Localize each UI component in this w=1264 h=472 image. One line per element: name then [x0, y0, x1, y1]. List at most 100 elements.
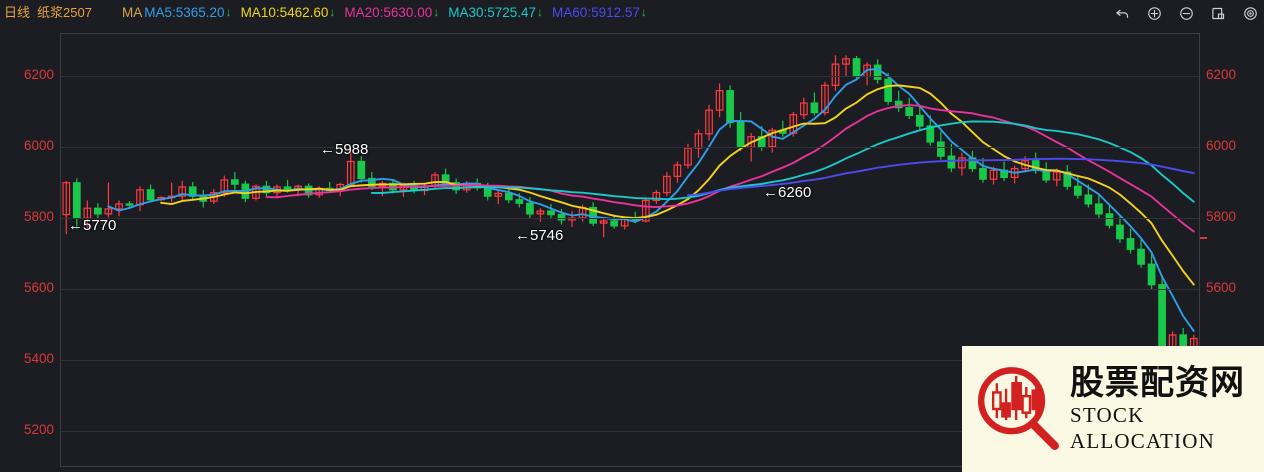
y-axis-left-label: 5600	[23, 279, 54, 295]
candle	[905, 97, 914, 119]
candle	[167, 182, 176, 203]
candle	[768, 127, 777, 153]
gridline	[61, 288, 1199, 290]
candle	[1042, 162, 1051, 183]
candle	[1158, 274, 1166, 353]
candle	[62, 180, 71, 235]
y-axis-left-label: 5400	[23, 350, 54, 366]
ma-legend-value: MA5:5365.20	[144, 5, 225, 20]
candle	[958, 152, 966, 176]
candle	[1052, 168, 1061, 187]
candle	[1116, 216, 1124, 243]
ma-line-ma20	[265, 104, 1195, 233]
ma-trend-arrow: ↓	[329, 5, 336, 19]
ma-legend-item-ma20[interactable]: MA20:5630.00 ↓	[344, 3, 439, 22]
candle	[547, 203, 555, 219]
ma-legend-value: MA10:5462.60	[240, 5, 329, 20]
candle	[1073, 175, 1082, 199]
y-axis-right-label: 5600	[1206, 279, 1237, 295]
header-title-group: 日线 纸浆2507	[4, 3, 92, 22]
annotation-high-6260: ←6260	[763, 184, 812, 201]
annotation-high-5988: ←5988	[320, 141, 369, 158]
candle	[652, 189, 661, 204]
candle	[736, 111, 745, 151]
candle	[1095, 193, 1103, 219]
candle	[989, 166, 998, 185]
instrument-label[interactable]: 纸浆2507	[37, 5, 92, 20]
y-axis-left-label: 5200	[23, 421, 54, 437]
candle	[831, 55, 840, 91]
candle	[104, 182, 113, 218]
gridline	[61, 76, 1199, 78]
candle	[894, 90, 903, 112]
ma-trend-arrow: ↓	[225, 5, 232, 19]
ma-trend-arrow: ↓	[640, 5, 647, 19]
candle	[1137, 239, 1145, 268]
period-label[interactable]: 日线	[4, 5, 31, 20]
candle	[884, 72, 893, 105]
ma-legend: MA MA5:5365.20 ↓ MA10:5462.60 ↓ MA20:5630.00…	[122, 3, 656, 22]
watermark: 股票配资网 STOCK ALLOCATION	[962, 346, 1264, 472]
y-axis-left-label: 6000	[23, 138, 54, 154]
candle	[968, 150, 977, 173]
candle	[926, 115, 935, 146]
candle	[936, 131, 945, 160]
candle	[220, 175, 229, 197]
candle	[979, 157, 987, 183]
annotation-low-5746: ←5746	[515, 227, 564, 244]
candle	[178, 180, 187, 201]
candle	[715, 83, 724, 118]
gridline	[61, 218, 1199, 220]
candle	[799, 97, 808, 119]
y-axis-right-label: 6000	[1206, 138, 1237, 154]
candle	[663, 172, 671, 197]
candle	[705, 104, 713, 141]
ma-legend-item-ma30[interactable]: MA30:5725.47 ↓	[448, 3, 543, 22]
ma-legend-item-ma10[interactable]: MA10:5462.60 ↓	[241, 3, 336, 22]
header-toolbar	[1115, 0, 1258, 26]
candle	[536, 208, 545, 222]
candle	[1063, 165, 1072, 190]
ma-line-ma60	[687, 157, 1195, 197]
candle	[694, 129, 703, 158]
candle	[599, 218, 608, 238]
candle	[504, 187, 513, 204]
candle	[94, 203, 102, 219]
y-axis-right-label: 6200	[1206, 67, 1237, 83]
ma-line-ma10	[160, 84, 1195, 286]
zoom-in-icon[interactable]	[1147, 6, 1162, 21]
zoom-out-icon[interactable]	[1179, 6, 1194, 21]
ma-trend-arrow: ↓	[433, 5, 440, 19]
candle	[115, 200, 123, 217]
candle	[863, 62, 871, 86]
candle	[146, 184, 155, 203]
candle	[494, 189, 503, 204]
ma-legend-label: MA	[122, 5, 143, 20]
candle	[842, 55, 850, 77]
gridline	[61, 359, 1199, 361]
settings-icon[interactable]	[1243, 6, 1258, 21]
candle	[610, 214, 619, 229]
candle	[357, 156, 366, 183]
ma-legend-items: MA5:5365.20 ↓ MA10:5462.60 ↓ MA20:5630.00 ↓ MA…	[144, 3, 656, 22]
annotation-low-5770: ←5770	[68, 217, 117, 234]
candle	[673, 161, 682, 183]
watermark-text: 股票配资网 STOCK ALLOCATION	[1070, 364, 1264, 454]
ma-line-ma30	[370, 120, 1195, 203]
candle	[1126, 228, 1135, 254]
ma-legend-item-ma60[interactable]: MA60:5912.57 ↓	[552, 3, 647, 22]
ma-legend-item-ma5[interactable]: MA5:5365.20 ↓	[144, 3, 231, 22]
gridline	[61, 430, 1199, 432]
candle	[589, 202, 597, 226]
candle	[136, 186, 144, 212]
watermark-en: STOCK ALLOCATION	[1070, 403, 1215, 453]
ma-line-ma5	[107, 67, 1195, 332]
chart-header: 日线 纸浆2507 MA MA5:5365.20 ↓ MA10:5462.60 ↓ MA…	[0, 0, 1264, 26]
gridline	[61, 147, 1199, 149]
undo-icon[interactable]	[1115, 6, 1130, 21]
candle	[1010, 165, 1019, 184]
restore-window-icon[interactable]	[1211, 6, 1226, 21]
candle	[1105, 203, 1114, 229]
ma-legend-value: MA20:5630.00	[344, 5, 433, 20]
